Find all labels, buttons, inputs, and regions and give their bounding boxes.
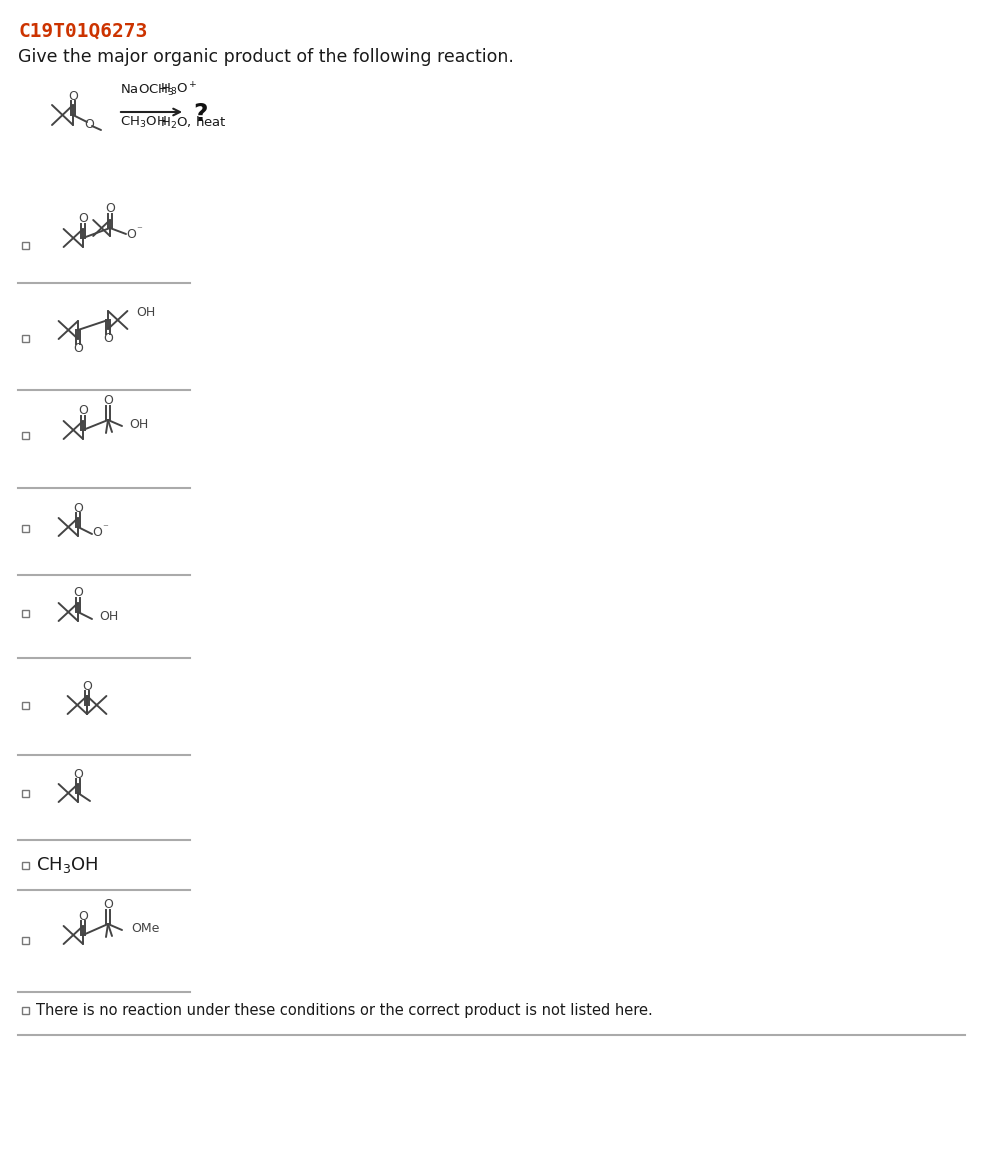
Bar (22, 1006, 29, 1013)
Bar (22, 335, 29, 342)
Text: C19T01Q6273: C19T01Q6273 (18, 22, 147, 41)
Bar (22, 702, 29, 709)
Text: OMe: OMe (131, 922, 159, 935)
Text: ⁻: ⁻ (102, 523, 108, 533)
Text: ⁻: ⁻ (136, 225, 142, 235)
Text: O: O (103, 899, 113, 911)
Bar (22, 242, 29, 249)
Bar (22, 790, 29, 797)
Text: Give the major organic product of the following reaction.: Give the major organic product of the fo… (18, 47, 514, 66)
Text: O: O (103, 395, 113, 408)
Text: O: O (73, 343, 83, 356)
Text: O: O (68, 89, 78, 103)
Text: O: O (85, 117, 94, 131)
Text: H$_2$O, heat: H$_2$O, heat (160, 115, 227, 131)
Bar (22, 937, 29, 944)
Text: O: O (105, 203, 115, 215)
Text: O: O (78, 404, 87, 418)
Bar (22, 609, 29, 616)
Text: O: O (78, 909, 87, 923)
Text: O: O (103, 332, 113, 345)
Bar (22, 432, 29, 439)
Text: O: O (126, 227, 136, 241)
Text: CH$_3$OH: CH$_3$OH (120, 115, 167, 130)
Text: NaOCH$_3$: NaOCH$_3$ (120, 83, 175, 98)
Text: O: O (73, 586, 83, 600)
Text: CH$_3$OH: CH$_3$OH (36, 855, 98, 875)
Text: O: O (92, 526, 102, 538)
Text: ?: ? (193, 102, 207, 126)
Text: OH: OH (136, 306, 155, 318)
Text: OH: OH (129, 418, 148, 431)
Text: H$_3$O$^+$: H$_3$O$^+$ (160, 81, 198, 98)
Text: O: O (73, 501, 83, 514)
Text: O: O (78, 213, 87, 226)
Bar (22, 525, 29, 532)
Text: There is no reaction under these conditions or the correct product is not listed: There is no reaction under these conditi… (36, 1003, 653, 1018)
Text: O: O (73, 768, 83, 780)
Bar (22, 862, 29, 868)
Text: O: O (82, 680, 92, 692)
Text: OH: OH (99, 610, 118, 623)
